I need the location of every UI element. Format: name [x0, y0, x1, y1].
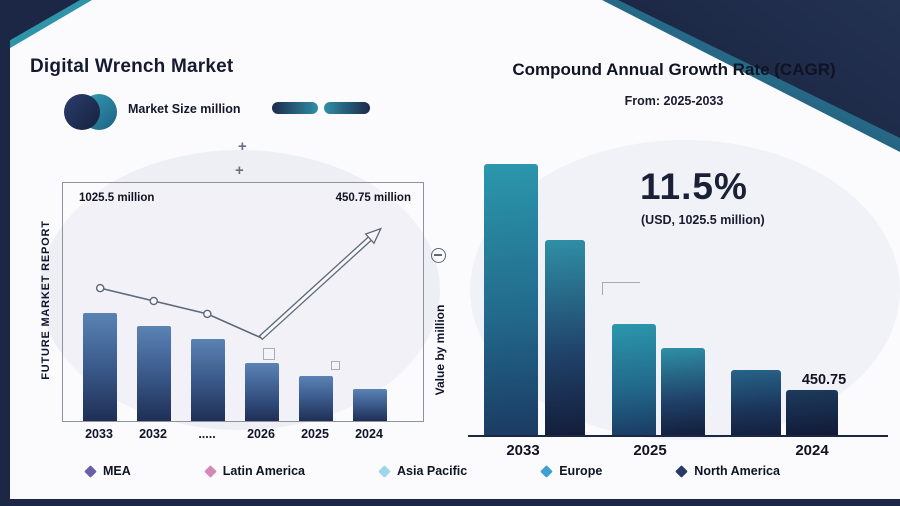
step-line-decor [602, 282, 640, 295]
legend-diamond-icon [84, 464, 97, 478]
right-bar [612, 324, 656, 436]
left-bar [299, 376, 333, 421]
legend-label: North America [694, 464, 780, 478]
left-bar [137, 326, 171, 421]
left-x-label: 2024 [355, 427, 383, 441]
plus-mark: + [235, 162, 244, 179]
left-top-left-value: 1025.5 million [79, 192, 155, 204]
left-x-label: 2026 [247, 427, 275, 441]
left-bars [63, 183, 423, 421]
left-x-labels: 2033 2032..... 2026 2025 2024 [62, 427, 424, 443]
left-chart-frame: 1025.5 million 450.75 million [62, 182, 424, 422]
market-size-legend-label: Market Size million [128, 102, 241, 116]
region-legend: MEA Latin America Asia Pacific Europe North … [84, 464, 780, 478]
bottom-edge-bar [0, 499, 900, 506]
right-bar [731, 370, 781, 436]
decor-square [263, 348, 275, 360]
right-axis-line [468, 435, 888, 437]
left-edge-bar [0, 0, 10, 506]
left-x-label: 2025 [301, 427, 329, 441]
legend-label: MEA [103, 464, 131, 478]
legend-label: Europe [559, 464, 603, 478]
right-chart-subtitle: From: 2025-2033 [624, 94, 724, 108]
right-x-label: 2025 [633, 442, 667, 459]
legend-item-asia-pacific: Asia Pacific [378, 464, 468, 478]
left-x-label: ..... [198, 427, 216, 441]
right-value-label: 450.75 [801, 372, 847, 388]
right-bar [786, 390, 838, 436]
legend-label: Asia Pacific [397, 464, 468, 478]
left-chart-title: Digital Wrench Market [30, 56, 234, 77]
right-bar [545, 240, 585, 436]
left-x-label: 2033 [85, 427, 113, 441]
left-top-right-value: 450.75 million [335, 192, 411, 204]
cagr-value: 11.5% [640, 166, 748, 207]
legend-diamond-icon [540, 464, 554, 478]
trend-arrow-svg [95, 227, 383, 341]
market-size-disc-icon [64, 94, 118, 130]
legend-diamond-icon [378, 464, 391, 478]
right-chart-title: Compound Annual Growth Rate (CAGR) [512, 60, 836, 79]
legend-label: Latin America [222, 464, 305, 478]
legend-item-mea: MEA [84, 464, 131, 478]
legend-diamond-icon [675, 464, 689, 478]
cagr-unit: (USD, 1025.5 million) [641, 213, 765, 227]
legend-item-latin-america: Latin America [203, 464, 305, 478]
gradient-pill-right [324, 102, 370, 114]
legend-diamond-icon [203, 464, 217, 478]
legend-item-north-america: North America [675, 464, 780, 478]
right-bar [484, 164, 538, 436]
legend-item-europe: Europe [540, 464, 603, 478]
decor-square [331, 361, 340, 370]
left-bar [83, 313, 117, 421]
gradient-pill-left [272, 102, 318, 114]
right-bar [661, 348, 705, 436]
disc-front-icon [64, 94, 100, 130]
left-bar [245, 363, 279, 421]
left-x-label: 2032 [139, 427, 167, 441]
left-bar [353, 389, 387, 421]
right-x-label: 2033 [506, 442, 540, 459]
right-x-label: 2024 [795, 442, 829, 459]
left-bar [191, 339, 225, 421]
circle-line-icon [431, 248, 446, 263]
plus-mark: + [238, 138, 247, 155]
